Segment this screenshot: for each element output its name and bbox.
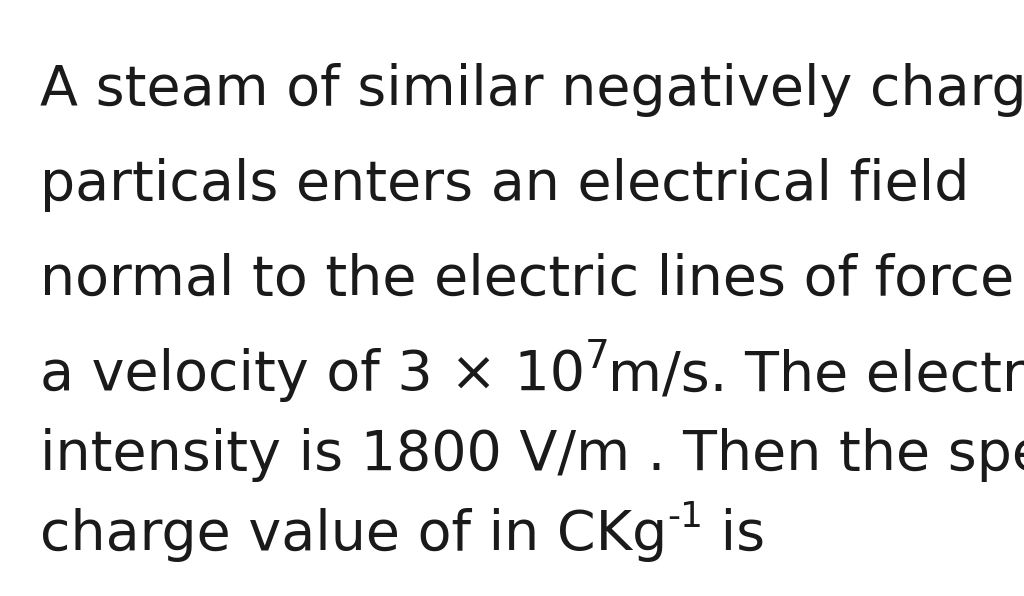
Text: -1: -1 xyxy=(668,500,703,534)
Text: particals enters an electrical field: particals enters an electrical field xyxy=(40,158,970,212)
Text: is: is xyxy=(703,508,765,562)
Text: A steam of similar negatively charged: A steam of similar negatively charged xyxy=(40,63,1024,117)
Text: charge value of in CKg: charge value of in CKg xyxy=(40,508,668,562)
Text: a velocity of 3 × 10: a velocity of 3 × 10 xyxy=(40,348,585,402)
Text: normal to the electric lines of force with: normal to the electric lines of force wi… xyxy=(40,253,1024,307)
Text: 7: 7 xyxy=(585,338,610,376)
Text: intensity is 1800 V/m . Then the specific: intensity is 1800 V/m . Then the specifi… xyxy=(40,428,1024,482)
Text: m/s. The electric: m/s. The electric xyxy=(608,348,1024,402)
